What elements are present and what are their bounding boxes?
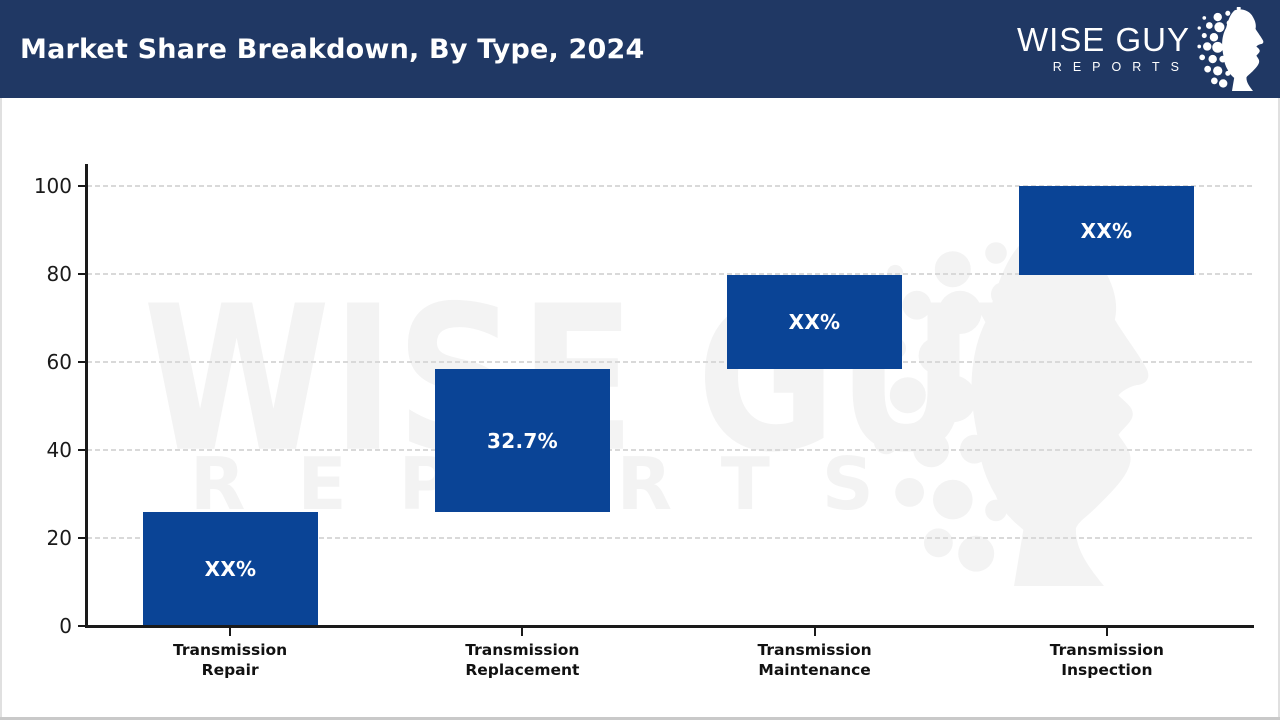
bar-value-label: XX% <box>1080 218 1133 243</box>
gridline <box>87 185 1254 187</box>
y-tick-mark <box>78 449 87 451</box>
category-label-line: Repair <box>201 661 259 679</box>
y-tick-mark <box>78 273 87 275</box>
bar-value-label: XX% <box>788 309 841 334</box>
gridline <box>87 449 1254 451</box>
y-tick-label: 80 <box>46 262 72 286</box>
bar-value-label: XX% <box>204 557 257 582</box>
category-label-line: Maintenance <box>758 661 871 679</box>
bar: 32.7% <box>435 368 610 513</box>
y-tick-label: 40 <box>46 438 72 462</box>
y-tick-mark <box>78 361 87 363</box>
logo-wordmark: WISE GUY <box>1016 20 1190 58</box>
category-label-line: Transmission <box>465 641 580 659</box>
category-label-line: Transmission <box>1049 641 1164 659</box>
x-tick-mark <box>229 627 232 636</box>
y-tick-label: 20 <box>46 526 72 550</box>
x-tick-mark <box>1105 627 1108 636</box>
axis-y-spine <box>85 164 88 628</box>
y-tick-mark <box>78 625 87 627</box>
bar: XX% <box>727 275 902 369</box>
brand-logo: WISE GUY REPORTS <box>1017 7 1270 91</box>
category-label-line: Inspection <box>1061 661 1153 679</box>
bar-value-label: 32.7% <box>487 428 558 453</box>
category-label-line: Transmission <box>173 641 288 659</box>
y-tick-label: 60 <box>46 350 72 374</box>
y-tick-mark <box>78 185 87 187</box>
category-label: Transmission Repair <box>100 640 360 680</box>
bar: XX% <box>1019 186 1194 276</box>
page-border-right <box>1278 98 1280 718</box>
page-border-bottom <box>0 717 1280 720</box>
gridline <box>87 361 1254 363</box>
category-label: Transmission Replacement <box>392 640 652 680</box>
category-label-line: Transmission <box>757 641 872 659</box>
logo-subtext: REPORTS <box>1052 59 1190 74</box>
page-title: Market Share Breakdown, By Type, 2024 <box>20 33 645 65</box>
x-tick-mark <box>813 627 816 636</box>
category-label: Transmission Maintenance <box>685 640 945 680</box>
axis-x-line <box>85 625 1254 628</box>
gridline <box>87 273 1254 275</box>
x-tick-mark <box>521 627 524 636</box>
bar: XX% <box>143 512 318 626</box>
page-border-left <box>0 98 2 718</box>
y-tick-label: 100 <box>33 174 72 198</box>
logo-head-icon <box>1197 7 1264 91</box>
y-tick-mark <box>78 537 87 539</box>
category-label: Transmission Inspection <box>977 640 1237 680</box>
category-label-line: Replacement <box>465 661 580 679</box>
header: Market Share Breakdown, By Type, 2024 WI… <box>0 0 1280 98</box>
y-tick-label: 0 <box>59 614 72 638</box>
gridline <box>87 537 1254 539</box>
